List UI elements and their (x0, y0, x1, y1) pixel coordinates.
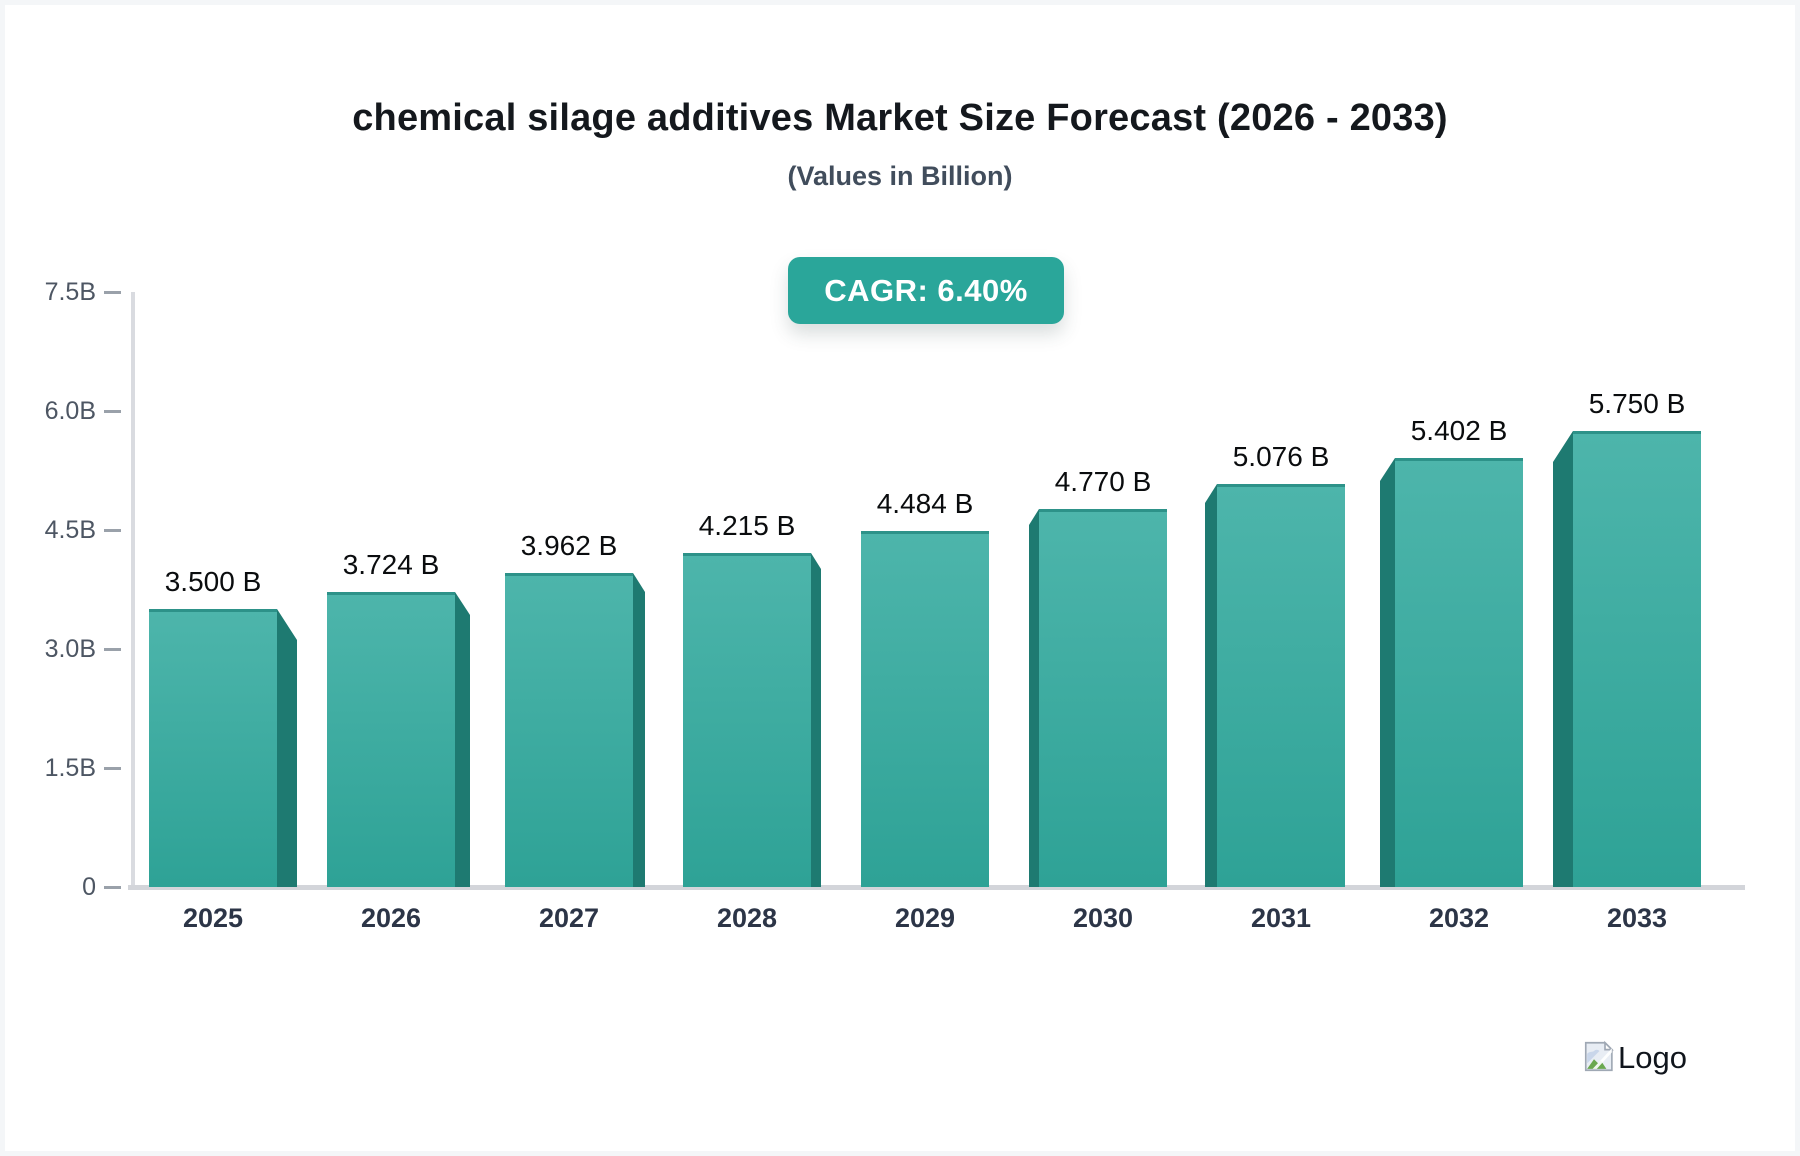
bar-value-label: 4.484 B (876, 488, 974, 519)
y-tick-label: 4.5B (44, 516, 96, 544)
cagr-badge: CAGR: 6.40% (788, 257, 1064, 324)
bar (1573, 431, 1701, 887)
bar-3d-side (455, 592, 470, 887)
x-category-label: 2027 (538, 903, 600, 933)
bar-3d-side (1205, 484, 1217, 887)
x-category-label: 2028 (716, 903, 778, 933)
bar (149, 609, 277, 887)
x-category-label: 2026 (360, 903, 422, 933)
x-category-label: 2030 (1072, 903, 1134, 933)
y-tick-dash (104, 648, 121, 651)
y-tick-dash (104, 529, 121, 532)
x-category-label: 2032 (1428, 903, 1490, 933)
bar-3d-side (1380, 458, 1395, 887)
y-tick-label: 6.0B (44, 397, 96, 425)
bar-value-label: 4.215 B (698, 510, 796, 541)
y-tick-dash (104, 767, 121, 770)
bar (683, 553, 811, 887)
bar (1039, 509, 1167, 887)
y-axis-line (131, 292, 135, 890)
y-tick-dash (104, 886, 121, 889)
bar-value-label: 5.076 B (1232, 441, 1330, 472)
bar (505, 573, 633, 887)
cagr-badge-label: CAGR: 6.40% (824, 272, 1028, 308)
bar-value-label: 3.500 B (164, 566, 262, 597)
bar (327, 592, 455, 887)
x-category-label: 2025 (182, 903, 244, 933)
x-category-label: 2031 (1250, 903, 1312, 933)
bar (1217, 484, 1345, 887)
chart-subtitle: (Values in Billion) (787, 161, 1013, 191)
y-tick-label: 1.5B (44, 754, 96, 782)
broken-image-icon (1584, 1040, 1614, 1072)
bar-value-label: 3.962 B (520, 530, 618, 561)
x-category-label: 2033 (1606, 903, 1668, 933)
y-tick-dash (104, 291, 121, 294)
bar-3d-side (811, 553, 821, 887)
bar-value-label: 5.402 B (1410, 415, 1508, 446)
x-axis-line (128, 885, 1745, 890)
chart-title: chemical silage additives Market Size Fo… (352, 97, 1448, 139)
bar-value-label: 3.724 B (342, 549, 440, 580)
y-tick-dash (104, 410, 121, 413)
bar-3d-side (1553, 431, 1573, 887)
x-category-label: 2029 (894, 903, 956, 933)
bar-value-label: 4.770 B (1054, 466, 1152, 497)
bar (861, 531, 989, 887)
bar-3d-side (1029, 509, 1039, 887)
bar-3d-side (277, 609, 297, 887)
y-tick-label: 7.5B (44, 278, 96, 306)
bar-value-label: 5.750 B (1588, 388, 1686, 419)
y-tick-label: 3.0B (44, 635, 96, 663)
logo-alt-text: Logo (1618, 1040, 1687, 1075)
logo: Logo (1583, 1040, 1687, 1075)
bar (1395, 458, 1523, 887)
y-tick-label: 0 (82, 873, 96, 901)
bar-3d-side (633, 573, 645, 887)
